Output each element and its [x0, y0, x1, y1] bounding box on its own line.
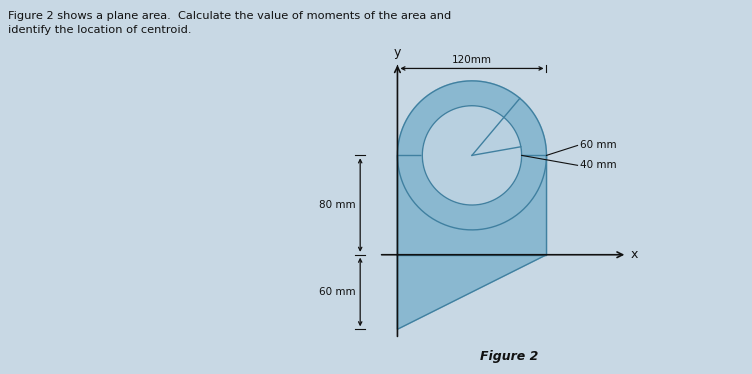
Text: y: y: [394, 46, 401, 58]
Text: Figure 2: Figure 2: [480, 350, 538, 363]
Text: x: x: [631, 248, 638, 261]
Polygon shape: [398, 155, 547, 255]
Polygon shape: [423, 106, 522, 205]
Text: 120mm: 120mm: [452, 55, 492, 65]
Polygon shape: [398, 81, 547, 230]
Text: Figure 2 shows a plane area.  Calculate the value of moments of the area and
ide: Figure 2 shows a plane area. Calculate t…: [8, 11, 450, 35]
Text: 60 mm: 60 mm: [580, 141, 617, 150]
Text: 80 mm: 80 mm: [319, 200, 355, 210]
Text: 60 mm: 60 mm: [319, 287, 355, 297]
Polygon shape: [398, 255, 547, 329]
Text: 40 mm: 40 mm: [580, 160, 617, 170]
